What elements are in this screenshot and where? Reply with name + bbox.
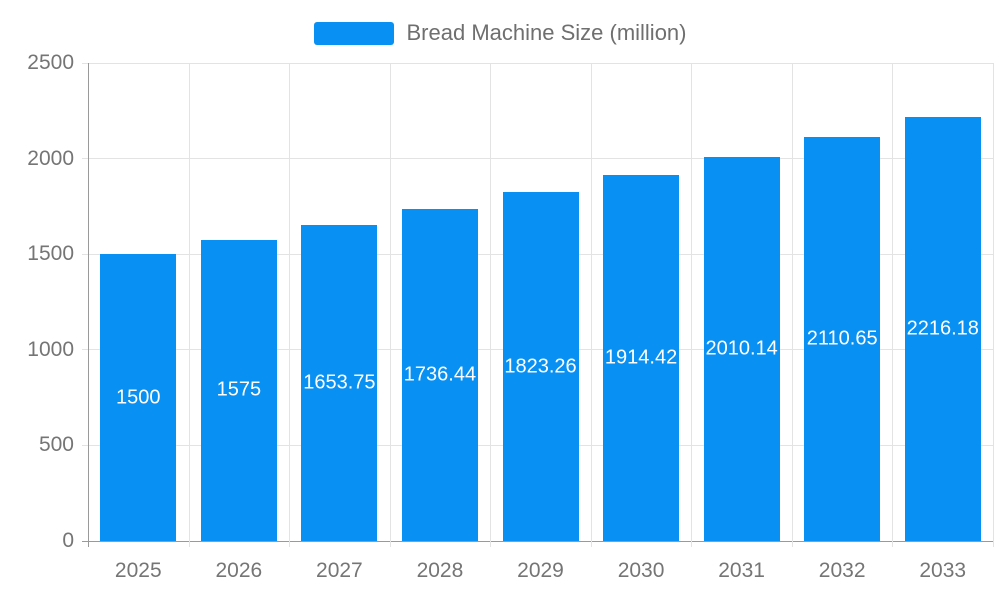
- legend-swatch-icon: [313, 21, 394, 45]
- y-axis-tick-label: 1000: [27, 337, 74, 361]
- y-axis-tick-label: 2000: [27, 146, 74, 170]
- v-gridline: [389, 63, 391, 547]
- x-axis-tick-label: 2027: [316, 559, 363, 582]
- v-gridline: [891, 63, 893, 547]
- x-axis-line: [82, 540, 993, 542]
- y-axis-tick-label: 2500: [27, 51, 74, 74]
- bar[interactable]: [401, 209, 478, 541]
- v-gridline: [791, 63, 793, 547]
- y-axis-tick-label: 1500: [27, 242, 74, 266]
- legend[interactable]: Bread Machine Size (million): [0, 20, 1000, 46]
- bar[interactable]: [502, 192, 579, 541]
- bar[interactable]: [603, 174, 680, 541]
- y-axis-tick-label: 0: [62, 529, 74, 552]
- v-gridline: [690, 63, 692, 547]
- x-axis-tick-label: 2029: [517, 559, 564, 582]
- v-gridline: [288, 63, 290, 547]
- h-gridline: [82, 62, 993, 64]
- legend-label: Bread Machine Size (million): [406, 20, 687, 45]
- x-axis-tick-label: 2031: [718, 559, 765, 582]
- bar[interactable]: [200, 239, 277, 541]
- bar[interactable]: [100, 254, 177, 541]
- v-gridline: [590, 63, 592, 547]
- y-axis-tick-label: 500: [38, 433, 74, 457]
- x-axis-tick-label: 2028: [416, 559, 464, 582]
- bar[interactable]: [301, 224, 378, 541]
- x-axis-tick-label: 2025: [114, 559, 162, 582]
- x-axis-tick-label: 2026: [215, 559, 263, 582]
- h-gridline: [82, 158, 993, 160]
- v-gridline: [188, 63, 190, 547]
- y-axis-line: [87, 63, 89, 547]
- x-axis-tick-label: 2032: [818, 559, 866, 582]
- bar[interactable]: [804, 137, 881, 541]
- plot-area: 1500 1575 1653.75 1736.44 1823.26 1914.42 2010…: [82, 62, 994, 547]
- x-axis-tick-label: 2033: [919, 559, 967, 582]
- v-gridline: [992, 63, 994, 547]
- v-gridline: [489, 63, 491, 547]
- x-axis-tick-label: 2030: [617, 559, 665, 582]
- bar[interactable]: [703, 156, 780, 541]
- bar[interactable]: [904, 117, 981, 541]
